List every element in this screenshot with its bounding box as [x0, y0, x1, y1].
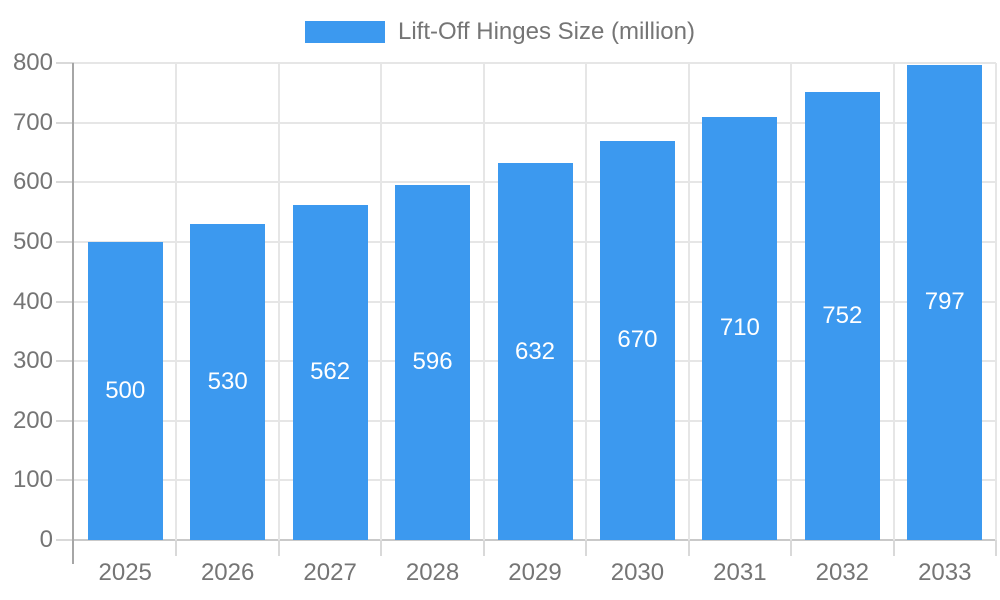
x-gridline: [790, 63, 793, 540]
x-gridline: [995, 63, 997, 540]
x-tick-mark: [175, 540, 178, 556]
x-gridline: [482, 63, 485, 540]
x-tick-label: 2029: [508, 559, 562, 586]
y-tick-mark: [56, 300, 74, 303]
legend-label: Lift-Off Hinges Size (million): [398, 18, 695, 45]
x-tick-mark: [585, 540, 588, 556]
x-tick-label: 2027: [303, 559, 357, 586]
legend-swatch: [305, 21, 385, 43]
y-tick-label: 600: [12, 168, 53, 196]
y-tick-label: 100: [12, 466, 53, 494]
x-gridline: [892, 63, 895, 540]
bar-2030[interactable]: [599, 140, 675, 540]
bar-value-label: 596: [412, 348, 453, 376]
x-tick-mark: [380, 540, 383, 556]
bar-value-label: 530: [207, 367, 248, 395]
y-gridline: [74, 62, 996, 64]
x-tick-label: 2031: [713, 559, 767, 586]
bar-value-label: 632: [514, 337, 556, 365]
x-tick-label: 2030: [610, 559, 665, 586]
bar-value-label: 710: [719, 314, 760, 342]
x-gridline: [585, 63, 588, 540]
x-tick-mark: [892, 540, 895, 556]
y-tick-label: 400: [12, 287, 53, 315]
y-axis-line: [72, 63, 74, 564]
bar-2032[interactable]: [804, 91, 880, 540]
y-gridline: [74, 121, 996, 124]
y-gridline: [74, 539, 996, 541]
bar-2031[interactable]: [702, 116, 778, 540]
bar-value-label: 752: [822, 301, 863, 329]
y-tick-label: 300: [12, 347, 53, 375]
bar-2029[interactable]: [497, 163, 573, 540]
x-tick-mark: [995, 540, 997, 556]
y-tick-mark: [56, 181, 74, 184]
bar-2027[interactable]: [292, 204, 368, 540]
x-tick-label: 2025: [98, 559, 152, 586]
x-tick-label: 2028: [405, 559, 460, 586]
bar-value-label: 670: [617, 326, 658, 354]
y-tick-label: 500: [12, 227, 53, 255]
bar-2026[interactable]: [190, 223, 266, 540]
x-tick-mark: [482, 540, 485, 556]
bar-2033[interactable]: [907, 64, 983, 540]
x-gridline: [277, 63, 280, 540]
x-tick-label: 2033: [918, 559, 972, 586]
y-tick-mark: [56, 479, 74, 482]
bar-value-label: 500: [105, 376, 146, 404]
x-gridline: [380, 63, 383, 540]
y-tick-label: 200: [12, 406, 53, 434]
y-tick-mark: [56, 62, 74, 64]
y-tick-mark: [56, 539, 74, 541]
bar-2028[interactable]: [395, 184, 471, 540]
x-tick-mark: [790, 540, 793, 556]
x-gridline: [687, 63, 690, 540]
bar-2025[interactable]: [87, 241, 163, 540]
y-tick-label: 0: [39, 526, 53, 553]
bar-value-label: 562: [310, 358, 351, 386]
bar-value-label: 797: [924, 288, 965, 316]
legend-item[interactable]: Lift-Off Hinges Size (million): [0, 16, 1000, 48]
x-tick-mark: [277, 540, 280, 556]
y-tick-mark: [56, 240, 74, 243]
y-tick-label: 700: [12, 108, 53, 136]
y-tick-mark: [56, 419, 74, 422]
x-tick-label: 2032: [815, 559, 870, 586]
x-tick-mark: [687, 540, 690, 556]
y-tick-mark: [56, 121, 74, 124]
x-gridline: [175, 63, 178, 540]
y-tick-mark: [56, 360, 74, 363]
x-tick-label: 2026: [200, 559, 255, 586]
y-tick-label: 800: [12, 49, 53, 76]
